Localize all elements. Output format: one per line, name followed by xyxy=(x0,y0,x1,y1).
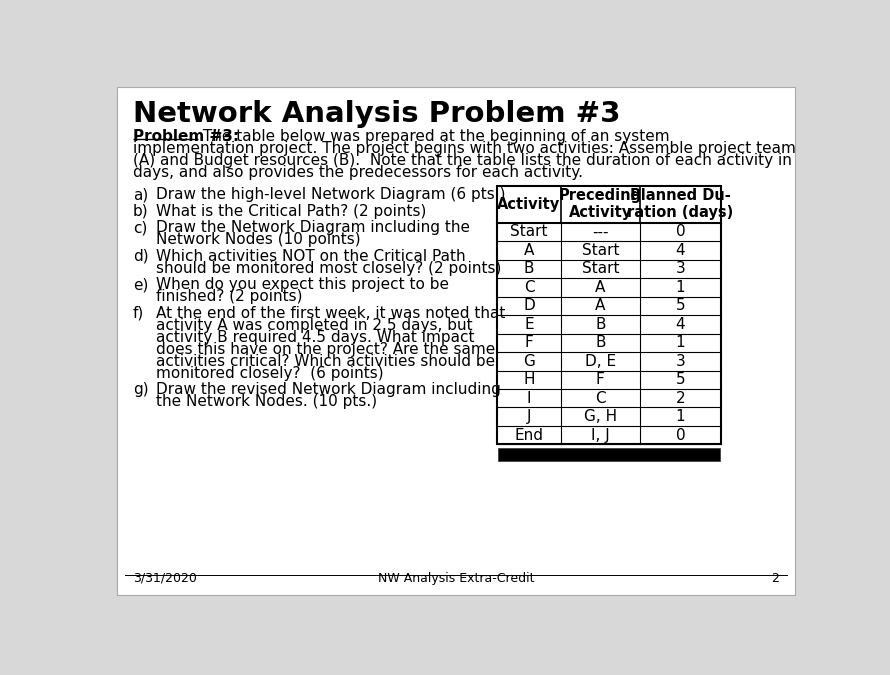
Text: 3/31/2020: 3/31/2020 xyxy=(133,572,197,585)
Text: Network Analysis Problem #3: Network Analysis Problem #3 xyxy=(133,101,620,128)
Text: Network Nodes (10 points): Network Nodes (10 points) xyxy=(157,232,360,247)
Text: a): a) xyxy=(133,187,149,202)
Text: c): c) xyxy=(133,220,148,236)
Text: 5: 5 xyxy=(676,372,685,387)
Text: B: B xyxy=(523,261,534,276)
Text: NW Analysis Extra-Credit: NW Analysis Extra-Credit xyxy=(378,572,534,585)
Text: Preceding
Activity: Preceding Activity xyxy=(559,188,642,221)
Text: B: B xyxy=(595,335,605,350)
Text: At the end of the first week, it was noted that: At the end of the first week, it was not… xyxy=(157,306,506,321)
Text: activity A was completed in 2.5 days, but: activity A was completed in 2.5 days, bu… xyxy=(157,318,473,333)
Text: B: B xyxy=(595,317,605,332)
Bar xyxy=(498,186,721,444)
Text: should be monitored most closely? (2 points): should be monitored most closely? (2 poi… xyxy=(157,261,502,276)
Text: e): e) xyxy=(133,277,149,292)
FancyBboxPatch shape xyxy=(117,87,795,595)
Text: 5: 5 xyxy=(676,298,685,313)
Text: (A) and Budget resources (B).  Note that the table lists the duration of each ac: (A) and Budget resources (B). Note that … xyxy=(133,153,792,167)
Text: G, H: G, H xyxy=(584,409,617,424)
Text: 1: 1 xyxy=(676,280,685,295)
Text: Draw the Network Diagram including the: Draw the Network Diagram including the xyxy=(157,220,470,236)
Text: 1: 1 xyxy=(676,335,685,350)
Text: Draw the revised Network Diagram including: Draw the revised Network Diagram includi… xyxy=(157,382,501,397)
Text: I: I xyxy=(527,391,531,406)
Text: 3: 3 xyxy=(676,354,685,369)
Text: finished? (2 points): finished? (2 points) xyxy=(157,290,303,304)
Text: A: A xyxy=(595,298,605,313)
Text: g): g) xyxy=(133,382,149,397)
Text: Planned Du-
ration (days): Planned Du- ration (days) xyxy=(627,188,733,221)
Text: 4: 4 xyxy=(676,317,685,332)
Text: J: J xyxy=(527,409,531,424)
Text: Problem #3:: Problem #3: xyxy=(133,129,239,144)
Text: C: C xyxy=(523,280,534,295)
Text: 2: 2 xyxy=(676,391,685,406)
Text: activities critical? Which activities should be: activities critical? Which activities sh… xyxy=(157,354,496,369)
Text: I, J: I, J xyxy=(591,428,610,443)
Text: 2: 2 xyxy=(772,572,780,585)
Text: End: End xyxy=(514,428,544,443)
Text: d): d) xyxy=(133,249,149,264)
Text: D, E: D, E xyxy=(585,354,616,369)
Text: 4: 4 xyxy=(676,243,685,258)
Text: A: A xyxy=(595,280,605,295)
Text: D: D xyxy=(523,298,535,313)
Text: 3: 3 xyxy=(676,261,685,276)
Text: G: G xyxy=(523,354,535,369)
Text: A: A xyxy=(524,243,534,258)
Text: Draw the high-level Network Diagram (6 pts.): Draw the high-level Network Diagram (6 p… xyxy=(157,187,506,202)
Text: the Network Nodes. (10 pts.): the Network Nodes. (10 pts.) xyxy=(157,394,377,409)
Text: activity B required 4.5 days. What impact: activity B required 4.5 days. What impac… xyxy=(157,329,474,345)
Text: 0: 0 xyxy=(676,224,685,240)
Text: Activity: Activity xyxy=(498,196,561,212)
Text: b): b) xyxy=(133,204,149,219)
Text: days, and also provides the predecessors for each activity.: days, and also provides the predecessors… xyxy=(133,165,583,180)
Text: implementation project. The project begins with two activities: Assemble project: implementation project. The project begi… xyxy=(133,140,796,156)
Text: Start: Start xyxy=(581,243,619,258)
Text: H: H xyxy=(523,372,535,387)
Text: The table below was prepared at the beginning of an system: The table below was prepared at the begi… xyxy=(198,129,669,144)
Text: Start: Start xyxy=(581,261,619,276)
Text: F: F xyxy=(596,372,604,387)
Text: What is the Critical Path? (2 points): What is the Critical Path? (2 points) xyxy=(157,204,426,219)
Text: 1: 1 xyxy=(676,409,685,424)
Text: f): f) xyxy=(133,306,144,321)
Text: E: E xyxy=(524,317,534,332)
Text: monitored closely?  (6 points): monitored closely? (6 points) xyxy=(157,366,384,381)
Text: F: F xyxy=(524,335,533,350)
Text: Start: Start xyxy=(510,224,547,240)
Text: ---: --- xyxy=(592,224,609,240)
Text: C: C xyxy=(595,391,605,406)
Text: Which activities NOT on the Critical Path: Which activities NOT on the Critical Pat… xyxy=(157,249,465,264)
Text: does this have on the project? Are the same: does this have on the project? Are the s… xyxy=(157,342,496,356)
Bar xyxy=(498,448,720,462)
Text: 0: 0 xyxy=(676,428,685,443)
Text: When do you expect this project to be: When do you expect this project to be xyxy=(157,277,449,292)
